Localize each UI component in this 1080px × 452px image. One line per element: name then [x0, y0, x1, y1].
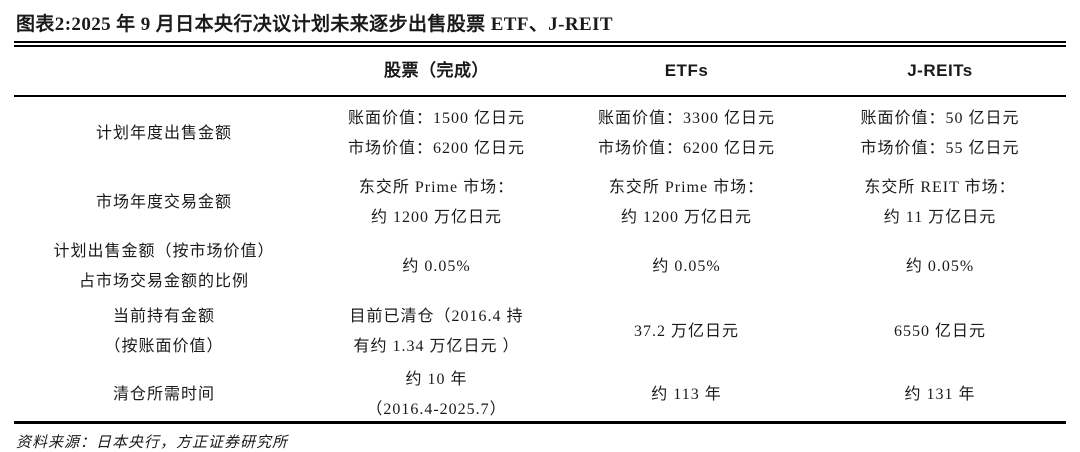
- cell-line: 约 1200 万亿日元: [620, 208, 752, 226]
- cell-stock: 约 0.05%: [314, 234, 559, 299]
- cell-etfs: 约 0.05%: [559, 234, 814, 299]
- cell-line: 市场价值：55 亿日元: [860, 140, 1020, 157]
- cell-line: 约 0.05%: [402, 257, 471, 275]
- cell-line: 账面价值：50 亿日元: [860, 110, 1020, 127]
- row-label-line: 计划年度出售金额: [95, 125, 232, 142]
- row-label: 市场年度交易金额: [14, 171, 314, 234]
- cell-etfs: 约 113 年: [559, 365, 814, 425]
- cell-line: 市场价值：6200 亿日元: [597, 140, 775, 157]
- row-label-line: 计划出售金额（按市场价值）: [53, 242, 275, 260]
- table-row-annual-market-turnover: 市场年度交易金额 东交所 Prime 市场： 约 1200 万亿日元 东交所 P…: [14, 171, 1066, 234]
- table-header-row: 股票（完成） ETFs J-REITs: [14, 47, 1066, 97]
- cell-line: 约 11 万亿日元: [883, 208, 997, 226]
- table-row-time-to-liquidate: 清仓所需时间 约 10 年 （2016.4-2025.7） 约 113 年 约 …: [14, 365, 1066, 421]
- source-note: 资料来源：日本央行，方正证券研究所: [16, 435, 289, 451]
- figure-title: 图表2:2025 年 9 月日本央行决议计划未来逐步出售股票 ETF、J-REI…: [14, 0, 1066, 43]
- cell-etfs: 账面价值：3300 亿日元 市场价值：6200 亿日元: [559, 97, 814, 171]
- cell-line: 东交所 REIT 市场：: [864, 178, 1016, 196]
- cell-line: 东交所 Prime 市场：: [358, 178, 515, 196]
- row-label: 当前持有金额 （按账面价值）: [14, 299, 314, 365]
- row-label-line: 当前持有金额: [112, 308, 215, 325]
- row-label-line: 清仓所需时间: [112, 386, 215, 403]
- cell-line: 37.2 万亿日元: [633, 323, 739, 340]
- cell-stock: 目前已清仓（2016.4 持 有约 1.34 万亿日元 ）: [314, 299, 559, 365]
- cell-line: 约 113 年: [651, 386, 722, 403]
- cell-line: 约 10 年: [405, 371, 468, 388]
- cell-line: 有约 1.34 万亿日元 ）: [353, 338, 520, 355]
- table-row-current-holdings: 当前持有金额 （按账面价值） 目前已清仓（2016.4 持 有约 1.34 万亿…: [14, 299, 1066, 365]
- cell-jreits: 6550 亿日元: [814, 299, 1066, 365]
- header-cell-empty: [14, 47, 314, 95]
- cell-line: 账面价值：3300 亿日元: [597, 110, 775, 127]
- row-label: 清仓所需时间: [14, 365, 314, 425]
- cell-line: 东交所 Prime 市场：: [608, 178, 765, 196]
- row-label-line: 占市场交易金额的比例: [78, 272, 249, 290]
- cell-line: 6550 亿日元: [893, 323, 986, 340]
- cell-jreits: 账面价值：50 亿日元 市场价值：55 亿日元: [814, 97, 1066, 171]
- cell-jreits: 约 131 年: [814, 365, 1066, 425]
- cell-line: 约 131 年: [904, 386, 976, 403]
- table-row-annual-sale-amount: 计划年度出售金额 账面价值：1500 亿日元 市场价值：6200 亿日元 账面价…: [14, 97, 1066, 171]
- row-label: 计划出售金额（按市场价值） 占市场交易金额的比例: [14, 234, 314, 299]
- cell-stock: 东交所 Prime 市场： 约 1200 万亿日元: [314, 171, 559, 234]
- cell-jreits: 东交所 REIT 市场： 约 11 万亿日元: [814, 171, 1066, 234]
- row-label-line: （按账面价值）: [104, 338, 224, 355]
- cell-jreits: 约 0.05%: [814, 234, 1066, 299]
- cell-line: 账面价值：1500 亿日元: [347, 110, 525, 127]
- cell-etfs: 东交所 Prime 市场： 约 1200 万亿日元: [559, 171, 814, 234]
- cell-line: 约 0.05%: [905, 257, 975, 275]
- boj-etf-sales-table: 股票（完成） ETFs J-REITs 计划年度出售金额 账面价值：1500 亿…: [14, 45, 1066, 424]
- cell-stock: 账面价值：1500 亿日元 市场价值：6200 亿日元: [314, 97, 559, 171]
- header-cell-etfs: ETFs: [664, 61, 709, 80]
- table-row-sale-ratio-of-turnover: 计划出售金额（按市场价值） 占市场交易金额的比例 约 0.05% 约 0.05%…: [14, 234, 1066, 299]
- cell-etfs: 37.2 万亿日元: [559, 299, 814, 365]
- row-label-line: 市场年度交易金额: [95, 193, 232, 211]
- cell-line: 市场价值：6200 亿日元: [347, 140, 525, 157]
- cell-stock: 约 10 年 （2016.4-2025.7）: [314, 365, 559, 425]
- cell-line: 目前已清仓（2016.4 持: [349, 308, 524, 325]
- header-cell-stock: 股票（完成）: [384, 61, 489, 80]
- cell-line: （2016.4-2025.7）: [366, 401, 507, 418]
- cell-line: 约 0.05%: [652, 257, 721, 275]
- header-cell-jreits: J-REITs: [907, 61, 973, 80]
- cell-line: 约 1200 万亿日元: [370, 208, 502, 226]
- row-label: 计划年度出售金额: [14, 97, 314, 171]
